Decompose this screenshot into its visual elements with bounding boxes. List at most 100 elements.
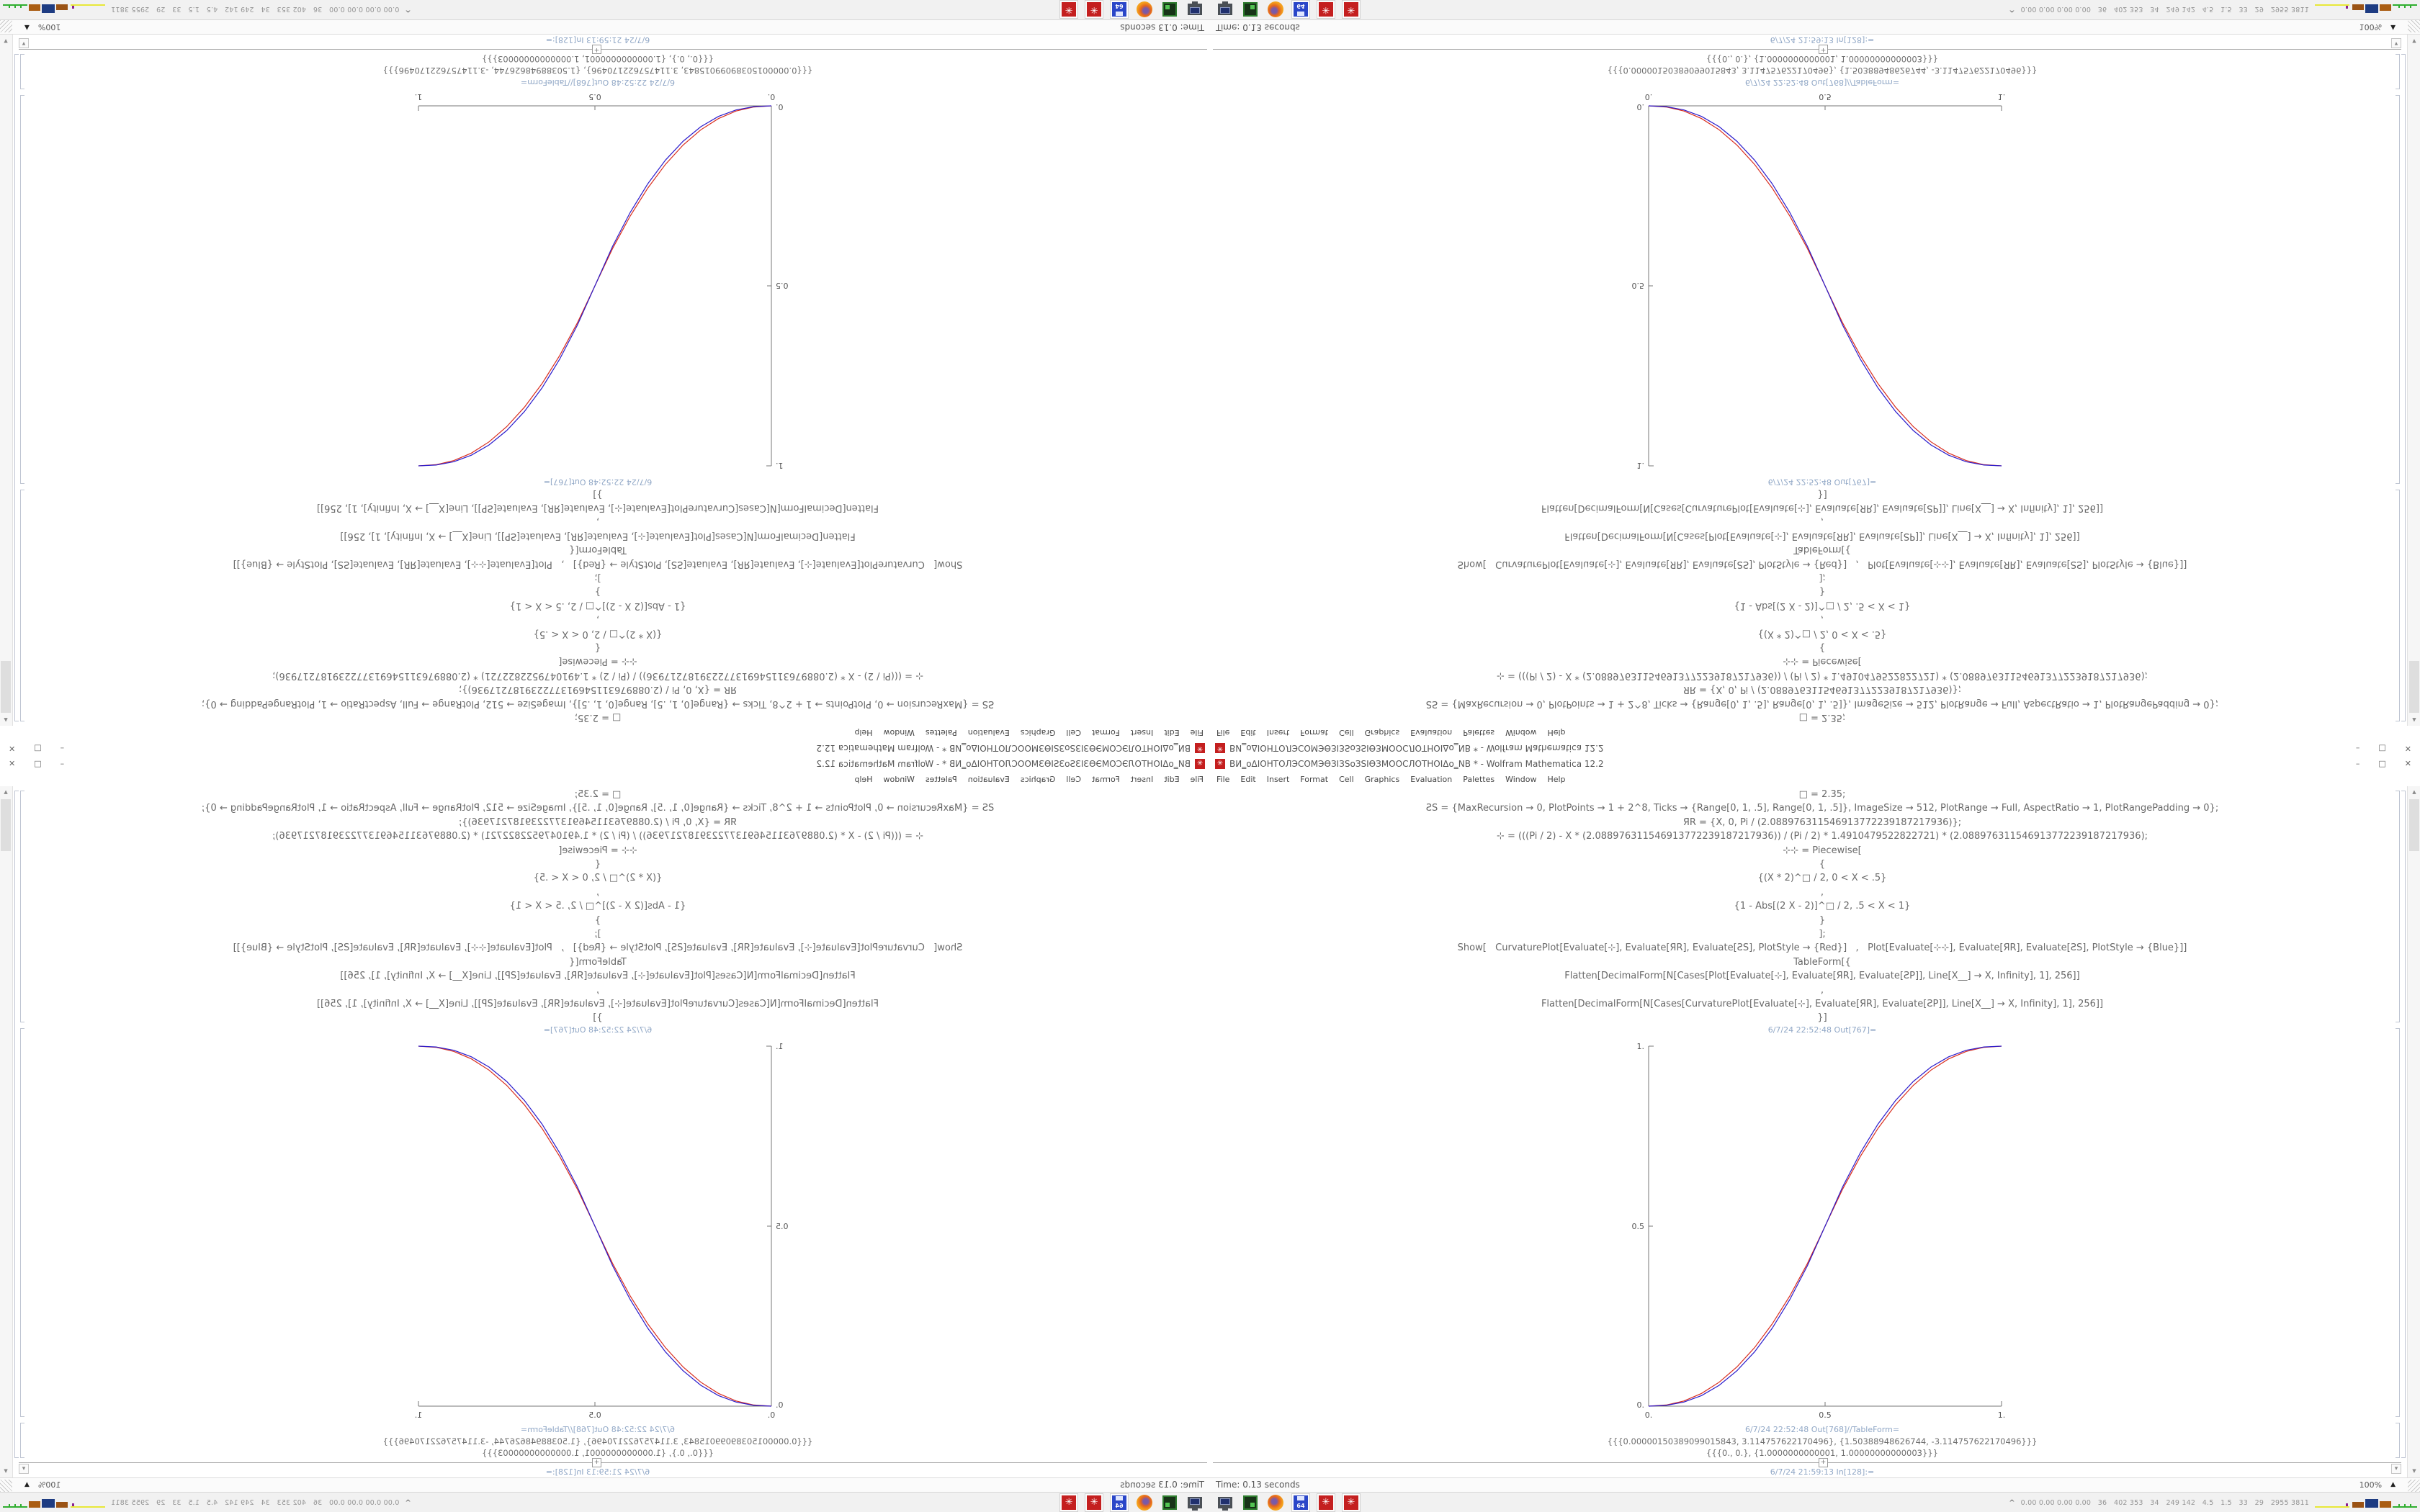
menu-graphics[interactable]: Graphics	[1364, 728, 1400, 738]
tray-expand-icon[interactable]: ^	[405, 1498, 411, 1507]
maximize-button[interactable]: □	[34, 744, 42, 753]
code-line-2[interactable]: ƧS = {MaxRecursion → 0, PlotPoints → 1 +…	[201, 698, 995, 709]
cell-bracket-outer-group[interactable]	[2401, 54, 2406, 721]
code-line-12[interactable]: Show[ CurvaturePlot[Evaluate[⊹], Evaluat…	[233, 559, 963, 570]
taskbar-icon-green-app[interactable]	[1160, 1493, 1179, 1512]
scrollbar-thumb[interactable]	[2409, 661, 2419, 713]
cell-bracket-code-group[interactable]	[20, 791, 24, 1022]
cell-bracket-plot-output[interactable]	[2396, 1028, 2400, 1417]
vertical-scrollbar[interactable]: ▲ ▼	[0, 35, 13, 726]
cell-bracket-outer-group[interactable]	[14, 54, 19, 721]
menu-window[interactable]: Window	[1505, 728, 1537, 738]
code-line-13[interactable]: TableForm[{	[569, 957, 627, 968]
menu-edit[interactable]: Edit	[1164, 774, 1180, 784]
code-line-4[interactable]: ⊹ = (((Pi / 2) - X * (2.0889763115469137…	[1496, 670, 2148, 681]
system-tray[interactable]: ^ 0.00 0.00 0.00 0.00 36 402 353 34 249 …	[2009, 0, 2417, 19]
cell-bracket-code-group[interactable]	[2396, 490, 2400, 721]
taskbar-icon-firefox[interactable]	[1266, 1493, 1285, 1512]
scrollbar-thumb[interactable]	[1, 799, 11, 851]
taskbar-icon-mathematica-2[interactable]: ✳	[1342, 1493, 1361, 1512]
tray-expand-icon[interactable]: ^	[2009, 5, 2015, 14]
cell-bracket-table-output[interactable]	[20, 54, 24, 89]
code-line-8[interactable]: ,	[1820, 887, 1824, 898]
cell-bracket-plot-output[interactable]	[20, 1028, 24, 1417]
code-line-14[interactable]: Flatten[DecimalForm[N[Cases[Plot[Evaluat…	[1564, 971, 2080, 981]
code-line-9[interactable]: {1 - Abs[(2 X - 2)]^□ / 2, .5 < X < 1}	[509, 901, 686, 912]
menu-window[interactable]: Window	[883, 774, 915, 784]
tray-performance-graphs[interactable]	[3, 4, 105, 15]
output-plot-graphic[interactable]: 1. 0.5 0. 0. 0.5 1.	[401, 89, 790, 469]
scroll-down-icon[interactable]: ▼	[2412, 38, 2416, 44]
menu-help[interactable]: Help	[1547, 728, 1566, 738]
menu-edit[interactable]: Edit	[1240, 774, 1256, 784]
code-line-10[interactable]: }	[594, 915, 601, 926]
tray-performance-graphs[interactable]	[2315, 1497, 2417, 1508]
taskbar-icon-mathematica-2[interactable]: ✳	[1059, 0, 1078, 19]
cell-bracket-plot-output[interactable]	[2396, 95, 2400, 484]
taskbar-icon-mathematica-1[interactable]: ✳	[1317, 1493, 1335, 1512]
menu-format[interactable]: Format	[1091, 728, 1120, 738]
code-line-4[interactable]: ⊹ = (((Pi / 2) - X * (2.0889763115469137…	[1496, 831, 2148, 842]
taskbar-icon-firefox[interactable]	[1135, 0, 1154, 19]
code-line-2[interactable]: ƧS = {MaxRecursion → 0, PlotPoints → 1 +…	[1425, 698, 2219, 709]
code-line-16[interactable]: Flatten[DecimalForm[N[Cases[CurvaturePlo…	[316, 999, 879, 1009]
cell-insertion-bar[interactable]	[1213, 49, 2401, 50]
menu-window[interactable]: Window	[1505, 774, 1537, 784]
code-line-7[interactable]: {(X * 2)^□ / 2, 0 < X < .5}	[1757, 629, 1887, 639]
taskbar-icon-mathematica-1[interactable]: ✳	[1085, 0, 1103, 19]
menu-evaluation[interactable]: Evaluation	[1410, 774, 1453, 784]
code-line-17[interactable]: }]	[593, 489, 603, 500]
menu-insert[interactable]: Insert	[1266, 728, 1290, 738]
cell-insertion-bar[interactable]	[19, 1462, 1207, 1463]
taskbar-icon-green-app[interactable]	[1160, 0, 1179, 19]
code-line-14[interactable]: Flatten[DecimalForm[N[Cases[Plot[Evaluat…	[340, 971, 856, 981]
code-line-7[interactable]: {(X * 2)^□ / 2, 0 < X < .5}	[1757, 873, 1887, 883]
scroll-down-icon[interactable]: ▼	[4, 1468, 8, 1474]
code-line-9[interactable]: {1 - Abs[(2 X - 2)]^□ / 2, .5 < X < 1}	[1734, 901, 1911, 912]
cell-bracket-plot-output[interactable]	[20, 95, 24, 484]
menu-help[interactable]: Help	[854, 774, 873, 784]
magnification-control[interactable]: 100% ▲	[2360, 20, 2396, 34]
code-line-7[interactable]: {(X * 2)^□ / 2, 0 < X < .5}	[533, 873, 663, 883]
code-line-2[interactable]: ƧS = {MaxRecursion → 0, PlotPoints → 1 +…	[1425, 803, 2219, 814]
taskbar-icon-mathematica-1[interactable]: ✳	[1317, 0, 1335, 19]
taskbar-icon-computer[interactable]	[1186, 0, 1204, 19]
code-line-16[interactable]: Flatten[DecimalForm[N[Cases[CurvaturePlo…	[1541, 503, 2104, 513]
code-line-3[interactable]: ЯR = {X, 0, Pi / (2.08897631154691377223…	[458, 817, 738, 828]
taskbar-icon-floppy64[interactable]: 64	[1291, 1493, 1310, 1512]
cell-insert-plus-button[interactable]: +	[1819, 1458, 1828, 1467]
scroll-down-icon[interactable]: ▼	[2412, 1468, 2416, 1474]
cell-insert-plus-button[interactable]: +	[1819, 45, 1828, 54]
code-line-10[interactable]: }	[1819, 915, 1826, 926]
menu-graphics[interactable]: Graphics	[1364, 774, 1400, 784]
cell-menu-dropdown[interactable]: ▾	[19, 38, 29, 48]
code-line-16[interactable]: Flatten[DecimalForm[N[Cases[CurvaturePlo…	[316, 503, 879, 513]
menu-cell[interactable]: Cell	[1339, 728, 1354, 738]
code-line-1[interactable]: □ = 2.35;	[574, 789, 622, 800]
code-line-11[interactable]: ];	[594, 572, 601, 583]
code-line-3[interactable]: ЯR = {X, 0, Pi / (2.08897631154691377223…	[1682, 817, 1962, 828]
maximize-button[interactable]: □	[2378, 744, 2386, 753]
menu-graphics[interactable]: Graphics	[1020, 728, 1056, 738]
magnification-control[interactable]: 100% ▲	[24, 1478, 60, 1492]
magnification-control[interactable]: 100% ▲	[24, 20, 60, 34]
code-line-13[interactable]: TableForm[{	[569, 544, 627, 555]
menu-cell[interactable]: Cell	[1339, 774, 1354, 784]
code-line-12[interactable]: Show[ CurvaturePlot[Evaluate[⊹], Evaluat…	[1457, 559, 2187, 570]
taskbar-icon-firefox[interactable]	[1135, 1493, 1154, 1512]
resize-grip-icon[interactable]	[2408, 1480, 2420, 1492]
scroll-up-icon[interactable]: ▲	[2412, 717, 2416, 723]
scroll-up-icon[interactable]: ▲	[4, 789, 8, 795]
minimize-button[interactable]: –	[60, 744, 65, 753]
code-line-15[interactable]: ,	[1820, 516, 1824, 527]
notebook-content[interactable]: □ = 2.35; ƧS = {MaxRecursion → 0, PlotPoi…	[1210, 786, 2420, 1477]
tray-expand-icon[interactable]: ^	[2009, 1498, 2015, 1507]
code-line-6[interactable]: {	[1819, 642, 1826, 653]
code-line-15[interactable]: ,	[596, 985, 600, 996]
code-line-15[interactable]: ,	[596, 516, 600, 527]
menu-evaluation[interactable]: Evaluation	[967, 774, 1010, 784]
code-line-1[interactable]: □ = 2.35;	[1798, 789, 1846, 800]
cell-insertion-bar[interactable]	[19, 49, 1207, 50]
cell-bracket-table-output[interactable]	[2396, 54, 2400, 89]
menu-help[interactable]: Help	[854, 728, 873, 738]
